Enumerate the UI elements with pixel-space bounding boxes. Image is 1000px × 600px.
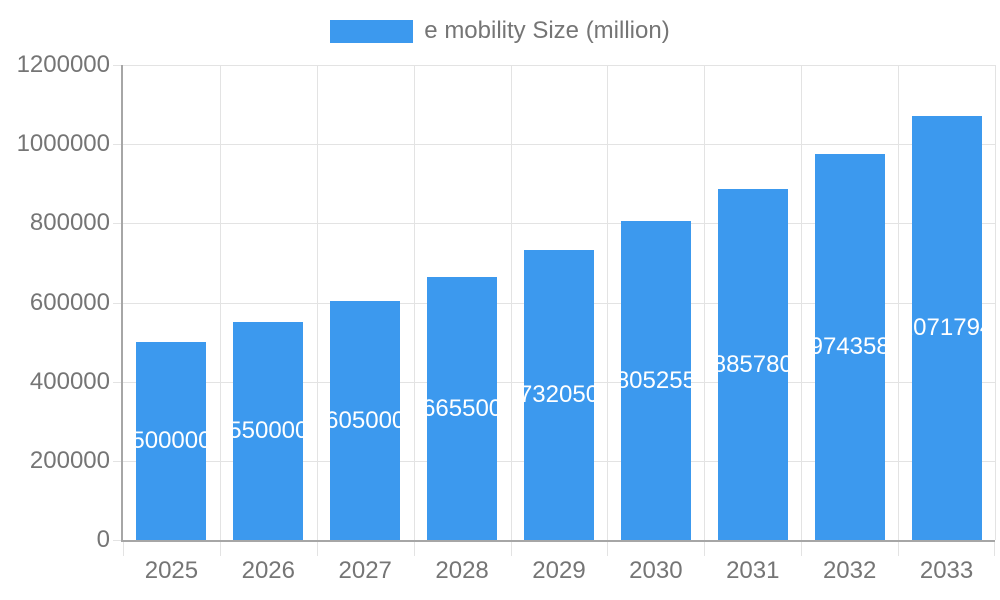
bar[interactable]: 500000 bbox=[136, 342, 207, 540]
bar[interactable]: 732050 bbox=[524, 250, 594, 540]
x-axis-tick bbox=[510, 542, 512, 556]
x-axis-tick bbox=[607, 542, 609, 556]
y-tick-label: 0 bbox=[96, 526, 110, 553]
x-tick-label: 2033 bbox=[919, 557, 974, 584]
x-axis-tick bbox=[413, 542, 415, 556]
x-axis-tick bbox=[898, 542, 900, 556]
bar-value-label: 885780 bbox=[717, 350, 788, 378]
y-tick-label: 200000 bbox=[29, 446, 110, 474]
v-gridline bbox=[704, 65, 706, 540]
bar-value-label: 805255 bbox=[620, 366, 691, 394]
v-gridline bbox=[219, 65, 221, 540]
x-tick-label: 2028 bbox=[435, 557, 489, 584]
v-gridline bbox=[510, 65, 512, 540]
bar-value-label: 605000 bbox=[330, 406, 401, 434]
legend[interactable]: e mobility Size (million) bbox=[0, 17, 1000, 45]
y-tick-label: 1200000 bbox=[16, 51, 110, 78]
bar-value-label: 550000 bbox=[233, 417, 304, 444]
x-axis-tick bbox=[219, 542, 221, 556]
x-tick-label: 2025 bbox=[144, 557, 199, 584]
v-gridline bbox=[898, 65, 900, 540]
bar-value-label: 1071794 bbox=[912, 314, 982, 341]
v-gridline bbox=[607, 65, 609, 540]
bar-value-label: 665500 bbox=[427, 394, 498, 422]
bar-value-label: 732050 bbox=[524, 381, 594, 408]
legend-swatch[interactable] bbox=[330, 19, 414, 43]
bar[interactable]: 885780 bbox=[717, 189, 788, 540]
y-tick-label: 800000 bbox=[29, 209, 110, 237]
v-gridline bbox=[316, 65, 318, 540]
x-axis-tick bbox=[704, 542, 706, 556]
h-gridline bbox=[113, 223, 995, 225]
x-tick-label: 2027 bbox=[338, 557, 392, 584]
x-axis-tick bbox=[316, 542, 318, 556]
h-gridline bbox=[113, 144, 995, 146]
v-gridline bbox=[413, 65, 415, 540]
bar-value-label: 500000 bbox=[136, 427, 207, 454]
bar[interactable]: 605000 bbox=[330, 301, 401, 540]
y-tick-label: 600000 bbox=[29, 288, 110, 316]
y-axis-line bbox=[121, 65, 123, 540]
v-gridline bbox=[995, 65, 996, 540]
bar-value-label: 974358 bbox=[814, 333, 885, 360]
bar[interactable]: 805255 bbox=[620, 221, 691, 540]
y-axis-tick bbox=[113, 540, 123, 541]
x-tick-label: 2031 bbox=[726, 557, 780, 584]
y-tick-label: 400000 bbox=[29, 367, 110, 395]
plot-area: 500000 550000 605000 665500 732050 805255 8857… bbox=[113, 65, 996, 556]
x-axis-tick bbox=[801, 542, 803, 556]
x-tick-label: 2026 bbox=[241, 557, 295, 584]
x-axis-line bbox=[121, 540, 995, 542]
bar[interactable]: 974358 bbox=[814, 154, 885, 540]
legend-label: e mobility Size (million) bbox=[424, 17, 670, 44]
v-gridline bbox=[801, 65, 803, 540]
x-tick-label: 2030 bbox=[629, 557, 683, 584]
x-tick-label: 2029 bbox=[532, 557, 586, 584]
bar[interactable]: 550000 bbox=[233, 322, 304, 540]
bar[interactable]: 1071794 bbox=[911, 116, 982, 540]
x-axis-tick bbox=[123, 542, 124, 556]
h-gridline bbox=[113, 65, 995, 66]
x-axis-tick bbox=[994, 542, 995, 556]
y-tick-label: 1000000 bbox=[16, 130, 110, 158]
x-tick-label: 2032 bbox=[822, 557, 877, 584]
bar[interactable]: 665500 bbox=[427, 277, 498, 540]
